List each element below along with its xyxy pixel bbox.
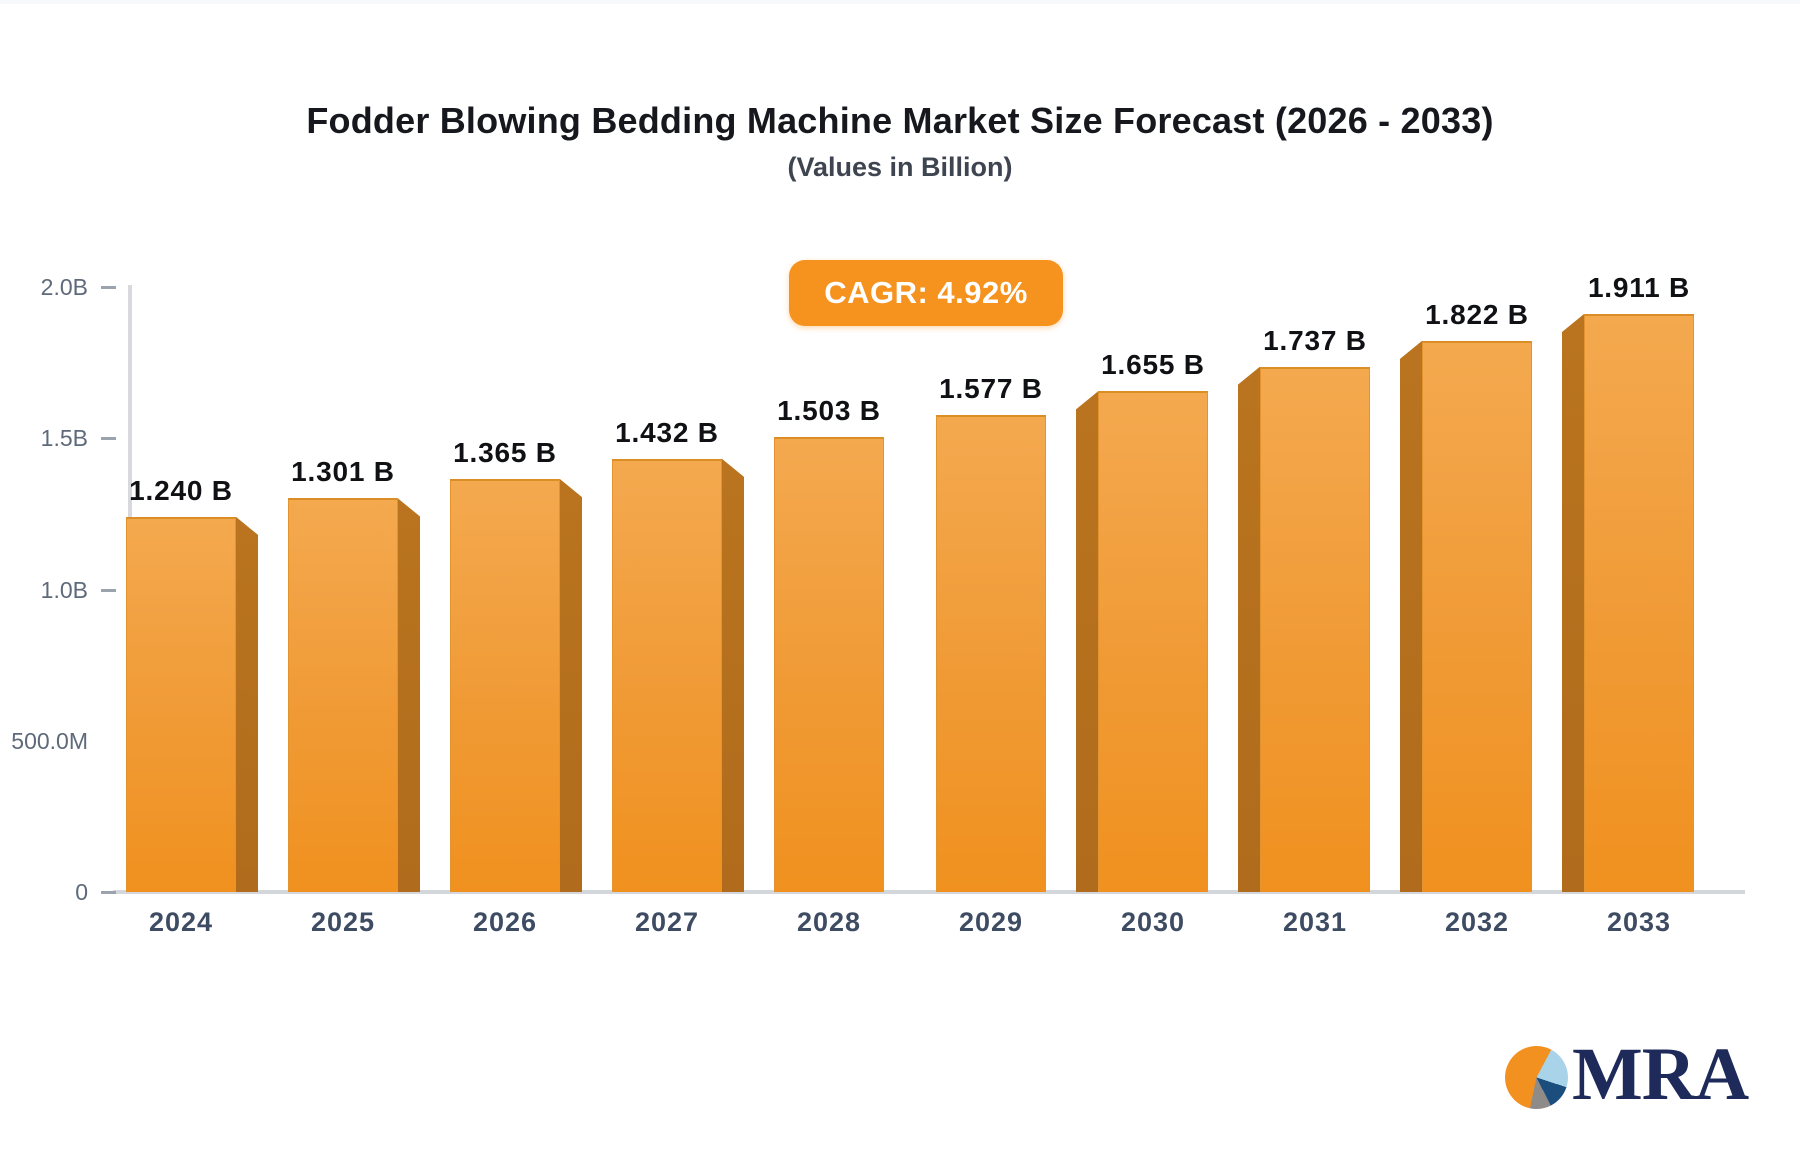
bar-3d-side xyxy=(1400,340,1422,892)
y-tick-label: 1.5B xyxy=(40,425,88,452)
bar-value-label: 1.655 B xyxy=(1101,349,1205,381)
x-tick-label: 2031 xyxy=(1282,907,1348,937)
bar-slot: 1.655 B xyxy=(1072,287,1234,892)
y-tick-label: 0 xyxy=(75,879,88,905)
bar-slot: 1.301 B xyxy=(262,287,424,892)
bar-value-label: 1.577 B xyxy=(939,372,1043,404)
bar-2030[interactable] xyxy=(1098,391,1208,892)
bar-2027[interactable] xyxy=(612,458,722,892)
x-tick-label: 2025 xyxy=(310,907,376,937)
bar-slot: 1.577 B xyxy=(910,287,1072,892)
bar-2031[interactable] xyxy=(1260,366,1370,892)
x-tick-label: 2032 xyxy=(1444,907,1510,937)
plot-area: 1.240 B 1.301 B 1.365 B 1.432 B 1.503 B 1.577… xyxy=(100,272,1720,892)
bar-value-label: 1.503 B xyxy=(777,395,881,427)
bar-value-label: 1.301 B xyxy=(291,456,395,488)
logo-text: MRA xyxy=(1572,1033,1749,1116)
x-axis-line xyxy=(113,890,1745,894)
y-tick-label: 1.0B xyxy=(40,576,88,603)
cagr-badge: CAGR: 4.92% xyxy=(789,260,1063,326)
bar-2032[interactable] xyxy=(1422,340,1532,892)
y-tick-dash xyxy=(101,437,116,441)
bar-2024[interactable] xyxy=(126,516,236,892)
x-tick-label: 2028 xyxy=(796,907,862,937)
bar-value-label: 1.911 B xyxy=(1587,271,1691,303)
page-subtitle: (Values in Billion) xyxy=(787,152,1013,182)
bar-2028[interactable] xyxy=(774,437,884,892)
bar-value-label: 1.737 B xyxy=(1263,324,1367,356)
bar-2025[interactable] xyxy=(288,498,398,892)
bar-slot: 1.432 B xyxy=(586,287,748,892)
pie-chart-icon xyxy=(1505,1046,1568,1109)
bar-value-label: 1.432 B xyxy=(615,416,719,448)
x-tick-label: 2024 xyxy=(148,907,214,937)
bar-slot: 1.737 B xyxy=(1234,287,1396,892)
bar-3d-side xyxy=(1076,391,1098,892)
x-tick-label: 2033 xyxy=(1606,907,1672,937)
x-axis: 2024 2025 2026 2027 2028 2029 2030 2031 2032 2033 xyxy=(100,907,1720,938)
bar-slot: 1.911 B xyxy=(1558,272,1720,892)
bar-slot: 1.365 B xyxy=(424,287,586,892)
y-tick-label: 500.0M xyxy=(11,727,88,754)
y-tick-dash xyxy=(101,286,116,289)
bar-2029[interactable] xyxy=(936,414,1046,892)
bar-value-label: 1.240 B xyxy=(129,474,233,506)
bar-slot: 1.822 B xyxy=(1396,287,1558,892)
bar-3d-side xyxy=(1238,366,1260,892)
bar-3d-side xyxy=(236,516,258,892)
bar-2026[interactable] xyxy=(450,479,560,892)
page-title: Fodder Blowing Bedding Machine Market Si… xyxy=(306,100,1494,141)
bar-slot: 1.503 B xyxy=(748,287,910,892)
bar-3d-side xyxy=(560,479,582,892)
bar-value-label: 1.822 B xyxy=(1425,298,1529,330)
x-tick-label: 2030 xyxy=(1120,907,1186,937)
bar-2033[interactable] xyxy=(1584,313,1694,892)
bar-value-label: 1.365 B xyxy=(453,437,557,469)
y-tick-label: 2.0B xyxy=(40,274,88,300)
bar-3d-side xyxy=(398,498,420,892)
y-tick-dash xyxy=(101,588,116,592)
bar-3d-side xyxy=(1562,313,1584,892)
bar-slot: 1.240 B xyxy=(100,287,262,892)
x-tick-label: 2026 xyxy=(472,907,538,937)
brand-logo: MRA xyxy=(1505,1033,1749,1116)
y-tick-dash xyxy=(101,891,116,894)
x-tick-label: 2027 xyxy=(634,907,700,937)
bar-3d-side xyxy=(722,458,744,892)
x-tick-label: 2029 xyxy=(958,907,1024,937)
